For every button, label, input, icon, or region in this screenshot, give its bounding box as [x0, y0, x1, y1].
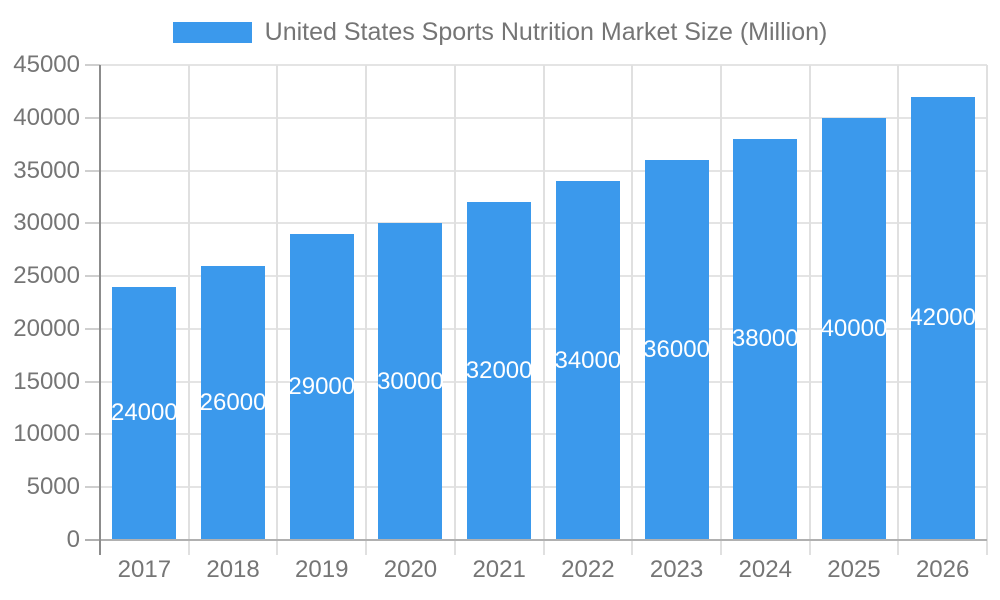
y-axis-tick [85, 222, 100, 225]
bar-2026[interactable] [911, 96, 975, 540]
y-axis-tick [85, 380, 100, 383]
y-axis-tick-label: 10000 [13, 420, 80, 448]
x-gridline [897, 65, 900, 555]
x-axis-tick-label: 2023 [649, 556, 704, 583]
bar-2021[interactable] [467, 202, 531, 540]
bar-2024[interactable] [733, 138, 797, 540]
x-axis-tick-label: 2024 [738, 556, 792, 583]
x-axis-tick-label: 2018 [206, 556, 260, 583]
y-axis-tick-label: 5000 [26, 473, 80, 501]
chart-legend[interactable]: United States Sports Nutrition Market Si… [0, 18, 1000, 47]
x-gridline [719, 65, 722, 555]
x-axis-tick-label: 2025 [827, 556, 881, 583]
x-axis-tick-label: 2026 [915, 556, 970, 583]
y-axis-tick-label: 25000 [13, 262, 80, 290]
bar-value-label: 40000 [820, 314, 888, 342]
x-gridline [365, 65, 368, 555]
y-axis-tick [85, 169, 100, 172]
bar-value-label: 24000 [110, 399, 178, 427]
x-gridline [808, 65, 811, 555]
y-axis-tick [85, 327, 100, 330]
bar-value-label: 38000 [731, 325, 799, 353]
bar-2019[interactable] [290, 233, 354, 540]
bar-value-label: 42000 [909, 304, 977, 332]
y-axis-tick [85, 64, 100, 66]
x-gridline [542, 65, 545, 555]
x-gridline [187, 65, 190, 555]
x-axis-tick-label: 2021 [472, 556, 526, 583]
x-axis-tick-label: 2019 [295, 556, 349, 583]
bar-2025[interactable] [822, 117, 886, 540]
x-gridline [453, 65, 456, 555]
x-gridline [631, 65, 634, 555]
legend-swatch[interactable] [172, 22, 252, 43]
bar-2018[interactable] [201, 265, 265, 540]
bar-value-label: 32000 [465, 357, 533, 385]
bar-value-label: 26000 [199, 388, 267, 416]
bar-2017[interactable] [112, 286, 176, 540]
bar-2020[interactable] [378, 223, 442, 540]
bar-value-label: 34000 [554, 346, 622, 374]
bar-value-label: 36000 [643, 336, 710, 363]
bar-value-label: 30000 [377, 367, 444, 395]
y-axis-tick-label: 35000 [13, 156, 80, 184]
x-axis-tick-label: 2017 [117, 556, 172, 583]
y-axis-tick-label: 45000 [13, 51, 80, 78]
y-axis-line [99, 65, 101, 555]
legend-label: United States Sports Nutrition Market Si… [264, 18, 828, 46]
x-axis-line [85, 539, 987, 541]
bar-value-label: 29000 [288, 372, 356, 400]
x-axis-tick-label: 2020 [383, 556, 438, 583]
y-axis-tick [85, 486, 100, 489]
x-gridline [986, 65, 988, 555]
y-axis-tick-label: 0 [66, 526, 80, 553]
y-axis-tick [85, 116, 100, 119]
y-axis-tick-label: 15000 [13, 367, 80, 395]
bar-2022[interactable] [556, 181, 620, 540]
y-axis-tick-label: 20000 [13, 314, 80, 342]
x-gridline [276, 65, 279, 555]
y-axis-tick-label: 30000 [13, 209, 80, 237]
bar-2023[interactable] [645, 160, 709, 540]
y-axis-tick [85, 433, 100, 436]
x-axis-tick-label: 2022 [561, 556, 615, 583]
y-axis-tick [85, 275, 100, 278]
y-axis-tick-label: 40000 [13, 103, 80, 131]
